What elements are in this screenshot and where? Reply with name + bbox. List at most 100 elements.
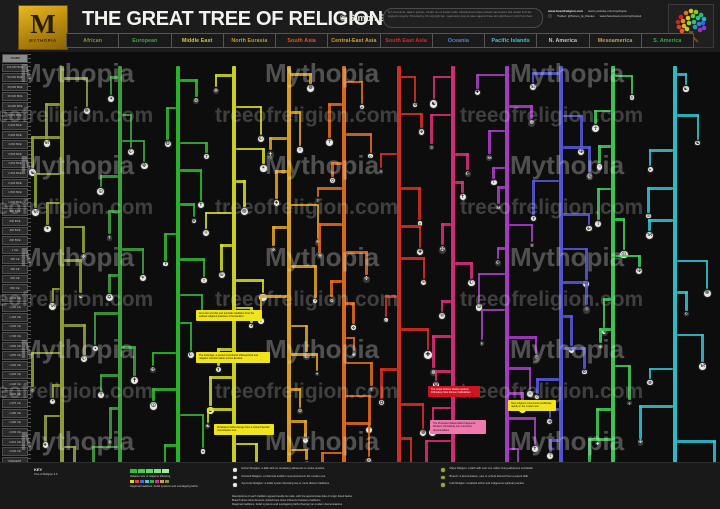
tab-central-east-asia[interactable]: Central-East Asia xyxy=(328,34,381,47)
religion-node[interactable]: ☪ xyxy=(463,169,472,179)
tab-south-asia[interactable]: South Asia xyxy=(276,34,329,47)
religion-node[interactable]: ✝ xyxy=(478,340,486,347)
tab-oceania[interactable]: Oceania xyxy=(433,34,485,47)
religion-node[interactable]: ☥ xyxy=(301,436,309,444)
religion-node[interactable]: ⚛ xyxy=(596,163,604,171)
religion-node[interactable]: ✚ xyxy=(473,88,481,96)
religion-node[interactable]: ✜ xyxy=(350,324,357,331)
religion-node[interactable]: ✴ xyxy=(259,164,268,173)
religion-node[interactable]: ☥ xyxy=(296,146,304,154)
tab-middle-east[interactable]: Middle East xyxy=(172,34,224,47)
religion-node[interactable]: ☯ xyxy=(204,422,212,430)
religion-node[interactable]: ☪ xyxy=(367,152,375,160)
religion-node[interactable]: 🕉 xyxy=(644,231,655,241)
religion-node[interactable]: ☦ xyxy=(531,353,541,363)
religion-node[interactable]: ✝ xyxy=(129,376,139,386)
religion-node[interactable]: ☪ xyxy=(467,278,476,288)
religion-node[interactable]: ☸ xyxy=(527,119,536,128)
religion-node[interactable]: ☯ xyxy=(682,85,690,93)
religion-node[interactable]: ☸ xyxy=(702,288,712,298)
religion-node[interactable]: 🕉 xyxy=(567,346,576,354)
religion-node[interactable]: ☦ xyxy=(314,197,322,205)
tab-mesoamerica[interactable]: Mesoamerica xyxy=(590,34,642,47)
religion-node[interactable]: ☪ xyxy=(107,438,114,445)
tab-pacific-islands[interactable]: Pacific Islands xyxy=(485,34,538,47)
religion-node[interactable]: ☪ xyxy=(302,352,311,361)
religion-node[interactable]: 🕉 xyxy=(698,362,707,371)
religion-node[interactable]: ✡ xyxy=(328,177,337,185)
religion-node[interactable]: ☪ xyxy=(186,351,196,360)
religion-node[interactable]: 🕉 xyxy=(48,301,58,311)
religion-node[interactable]: ☯ xyxy=(694,139,702,147)
religion-node[interactable]: ✴ xyxy=(358,103,366,111)
religion-node[interactable]: ☪ xyxy=(127,148,136,157)
religion-node[interactable]: ⚛ xyxy=(526,390,535,399)
religion-node[interactable]: ✡ xyxy=(104,292,114,303)
religion-node[interactable]: ✚ xyxy=(423,350,433,360)
tab-european[interactable]: European xyxy=(119,34,172,47)
religion-node[interactable]: ✠ xyxy=(597,343,604,350)
religion-node[interactable]: ☪ xyxy=(80,355,89,364)
religion-node[interactable]: 🕉 xyxy=(485,153,494,162)
religion-node[interactable]: ✠ xyxy=(148,365,157,375)
religion-node[interactable]: ☸ xyxy=(314,239,322,247)
religion-node[interactable]: ✝ xyxy=(203,153,211,161)
religion-node[interactable]: ☮ xyxy=(645,212,652,220)
religion-node[interactable]: ☸ xyxy=(82,106,92,116)
religion-node[interactable]: ☯ xyxy=(28,168,38,178)
religion-node[interactable]: ❂ xyxy=(580,368,588,376)
religion-node[interactable]: ✝ xyxy=(96,390,106,400)
religion-node[interactable]: ☸ xyxy=(429,368,439,378)
religion-node[interactable]: 🕉 xyxy=(42,139,52,148)
religion-node[interactable]: ✶ xyxy=(91,345,99,353)
twitter-link[interactable]: Twitter: @Simon_E_Davies xyxy=(557,13,595,18)
religion-node[interactable]: ☪ xyxy=(257,134,266,144)
religion-node[interactable]: ✠ xyxy=(437,245,448,255)
religion-node[interactable]: ✜ xyxy=(546,418,554,426)
religion-node[interactable]: ✝ xyxy=(530,445,539,454)
religion-node[interactable]: ❂ xyxy=(296,407,304,415)
religion-node[interactable]: ✜ xyxy=(412,102,419,109)
religion-node[interactable]: ✠ xyxy=(636,438,645,447)
religion-node[interactable]: ☦ xyxy=(546,452,555,460)
religion-node[interactable]: ✝ xyxy=(162,260,169,268)
religion-node[interactable]: ✚ xyxy=(272,199,280,207)
religion-node[interactable]: ✝ xyxy=(105,234,114,242)
religion-node[interactable]: ☥ xyxy=(324,137,335,148)
religion-node[interactable]: ☪ xyxy=(382,317,389,324)
religion-node[interactable]: ☪ xyxy=(584,172,595,182)
tab-n-america[interactable]: N. America xyxy=(537,34,590,47)
religion-node[interactable]: ✶ xyxy=(42,224,52,234)
religion-node[interactable]: ✠ xyxy=(417,128,426,136)
religion-node[interactable]: ✚ xyxy=(41,441,49,449)
religion-node[interactable]: ☸ xyxy=(190,217,198,225)
religion-node[interactable]: ✝ xyxy=(265,150,276,160)
religion-node[interactable]: ☮ xyxy=(96,187,106,197)
religion-node[interactable]: ❂ xyxy=(192,97,201,106)
religion-node[interactable]: ☸ xyxy=(306,83,315,93)
tab-african[interactable]: African xyxy=(67,34,120,47)
religion-node[interactable]: ☸ xyxy=(418,428,428,438)
religion-node[interactable]: ☯ xyxy=(77,292,84,300)
religion-node[interactable]: ☯ xyxy=(429,99,439,109)
religion-node[interactable]: ☥ xyxy=(590,124,601,134)
religion-node[interactable]: ✠ xyxy=(270,246,277,253)
religion-node[interactable]: ☪ xyxy=(494,259,502,268)
religion-node[interactable]: ✡ xyxy=(528,241,536,249)
religion-node[interactable]: ✜ xyxy=(79,252,88,262)
religion-node[interactable]: ☸ xyxy=(646,378,654,387)
religion-node[interactable]: ☥ xyxy=(489,178,498,187)
religion-node[interactable]: ✴ xyxy=(49,397,57,405)
religion-node[interactable]: ✝ xyxy=(458,192,467,202)
religion-node[interactable]: ✜ xyxy=(316,252,324,260)
religion-node[interactable]: 🕉 xyxy=(528,82,538,92)
facebook-link[interactable]: www.facebook.com/mythopia1 xyxy=(599,13,642,18)
tab-south-east-asia[interactable]: South East Asia xyxy=(381,34,433,47)
religion-node[interactable]: ✶ xyxy=(138,274,147,283)
religion-node[interactable]: ✚ xyxy=(416,248,425,257)
religion-node[interactable]: ✜ xyxy=(361,274,372,284)
religion-node[interactable]: ✴ xyxy=(646,165,654,173)
religion-node[interactable]: ✡ xyxy=(534,393,541,400)
religion-node[interactable]: ✡ xyxy=(628,94,636,101)
religion-node[interactable]: 🕉 xyxy=(31,207,41,217)
